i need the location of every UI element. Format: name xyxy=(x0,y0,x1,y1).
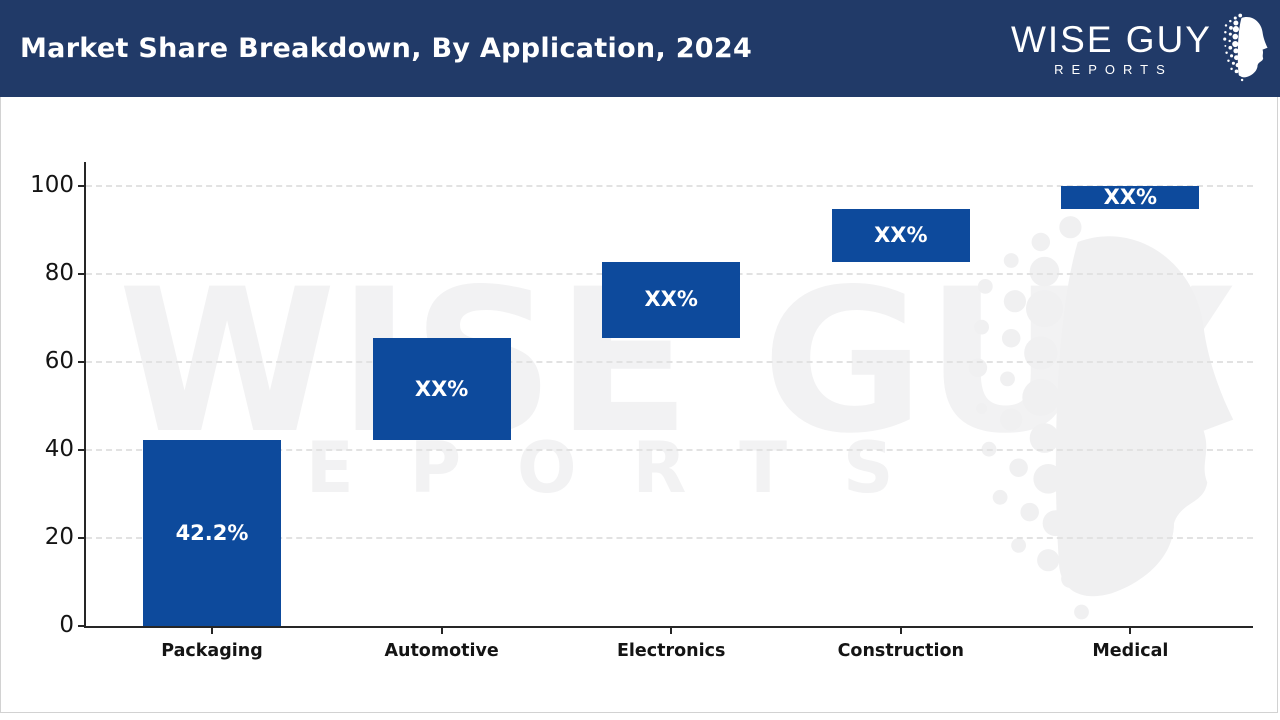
x-tick-mark xyxy=(1129,626,1132,634)
gridline-100 xyxy=(86,185,1253,187)
value-label-electronics: XX% xyxy=(644,287,698,312)
value-label-medical: XX% xyxy=(1103,184,1158,209)
y-tick-mark xyxy=(78,625,86,627)
chart-title: Market Share Breakdown, By Application, … xyxy=(20,33,753,64)
bar-construction: XX% xyxy=(831,208,970,263)
y-axis-tick-label: 60 xyxy=(44,348,74,374)
value-label-packaging: 42.2% xyxy=(175,520,249,545)
y-tick-mark xyxy=(78,185,86,187)
y-axis-tick-label: 80 xyxy=(44,260,74,286)
bar-medical: XX% xyxy=(1061,184,1200,209)
logo-wordmark: WISE GUY xyxy=(1010,18,1212,60)
gridline-40 xyxy=(86,449,1253,451)
bar-electronics: XX% xyxy=(602,262,741,338)
header-bar: Market Share Breakdown, By Application, … xyxy=(0,0,1280,97)
y-axis-line xyxy=(84,162,86,628)
x-tick-mark xyxy=(440,626,443,634)
x-axis-category-label: Construction xyxy=(837,641,964,661)
x-axis-category-label: Medical xyxy=(1092,641,1169,661)
y-axis-tick-label: 100 xyxy=(30,172,74,198)
y-axis-tick-label: 40 xyxy=(44,436,74,462)
value-label-construction: XX% xyxy=(874,222,928,247)
bar-automotive: XX% xyxy=(372,337,511,441)
x-tick-mark xyxy=(899,626,902,634)
gridline-60 xyxy=(86,361,1253,363)
y-tick-mark xyxy=(78,537,86,539)
x-tick-mark xyxy=(670,626,673,634)
bar-packaging: 42.2% xyxy=(143,440,281,626)
value-label-automotive: XX% xyxy=(414,376,469,401)
y-tick-mark xyxy=(78,361,86,363)
x-axis-category-label: Packaging xyxy=(161,641,263,661)
watermark-subtitle: REPORTS xyxy=(196,427,950,509)
y-tick-mark xyxy=(78,273,86,275)
wiseguy-head-icon xyxy=(1223,13,1268,81)
logo-text: WISE GUY REPORTS xyxy=(1011,21,1212,77)
x-tick-mark xyxy=(211,626,213,634)
x-axis-category-label: Electronics xyxy=(616,641,726,661)
wiseguy-logo: WISE GUY REPORTS xyxy=(1011,9,1270,89)
x-axis-category-label: Automotive xyxy=(384,641,499,661)
gridline-20 xyxy=(86,537,1253,539)
y-tick-mark xyxy=(78,449,86,451)
y-axis-tick-label: 0 xyxy=(59,612,74,638)
y-axis-tick-label: 20 xyxy=(44,524,74,550)
x-axis-line xyxy=(84,626,1253,628)
logo-subtitle: REPORTS xyxy=(1054,61,1173,77)
